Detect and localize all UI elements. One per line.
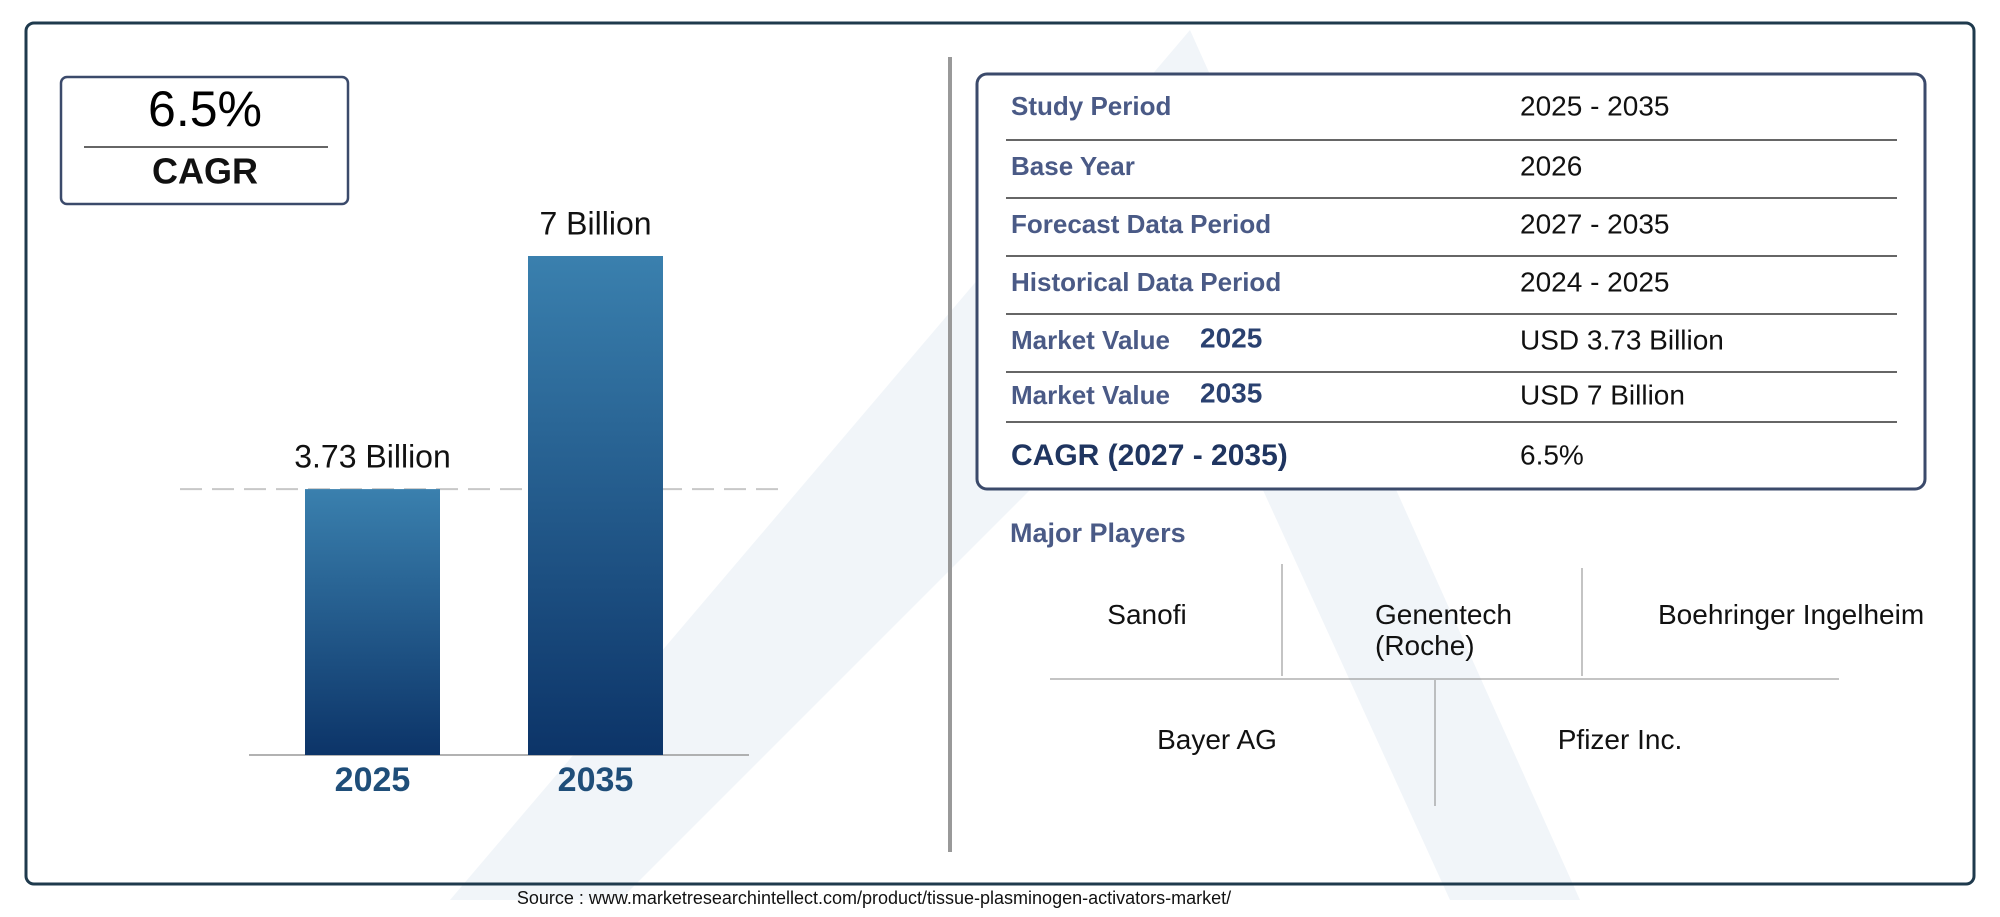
source: Source : www.marketresearchintellect.com…	[517, 888, 1231, 908]
row-label: Historical Data Period	[1011, 267, 1281, 297]
value-label: 7 Billion	[539, 205, 651, 241]
value-label: 3.73 Billion	[294, 439, 451, 475]
row-value: 2027 - 2035	[1520, 208, 1669, 239]
player: Genentech (Roche)	[1375, 599, 1512, 661]
cagr-value: 6.5%	[148, 81, 262, 137]
x-tick-label: 2035	[558, 761, 634, 799]
row-year: 2025	[1200, 322, 1262, 353]
cagr-label: CAGR	[152, 151, 258, 192]
row-value: 6.5%	[1520, 439, 1584, 470]
player: Pfizer Inc.	[1557, 724, 1683, 755]
row-label: Forecast Data Period	[1011, 209, 1271, 239]
row-value: 2026	[1520, 150, 1582, 181]
bar	[528, 256, 663, 755]
frame	[24, 21, 1976, 886]
player: Boehringer Ingelheim	[1658, 599, 1925, 630]
player: Sanofi	[1107, 599, 1187, 630]
player: Bayer AG	[1157, 724, 1277, 755]
players-title: Major Players	[1010, 518, 1186, 548]
row-label: Study Period	[1011, 91, 1171, 121]
row-year: 2035	[1200, 377, 1262, 408]
row-label: Base Year	[1011, 151, 1135, 181]
row-value: 2025 - 2035	[1520, 90, 1669, 121]
row-label: Market Value	[1011, 380, 1170, 410]
cagr-box	[59, 75, 350, 206]
info-table	[975, 72, 1927, 491]
row-value: USD 3.73 Billion	[1520, 324, 1724, 355]
bar	[305, 489, 440, 755]
row-label: Market Value	[1011, 325, 1170, 355]
row-value: 2024 - 2025	[1520, 266, 1669, 297]
x-tick-label: 2025	[335, 761, 411, 799]
row-value: USD 7 Billion	[1520, 379, 1685, 410]
row-label: CAGR (2027 - 2035)	[1011, 439, 1288, 472]
